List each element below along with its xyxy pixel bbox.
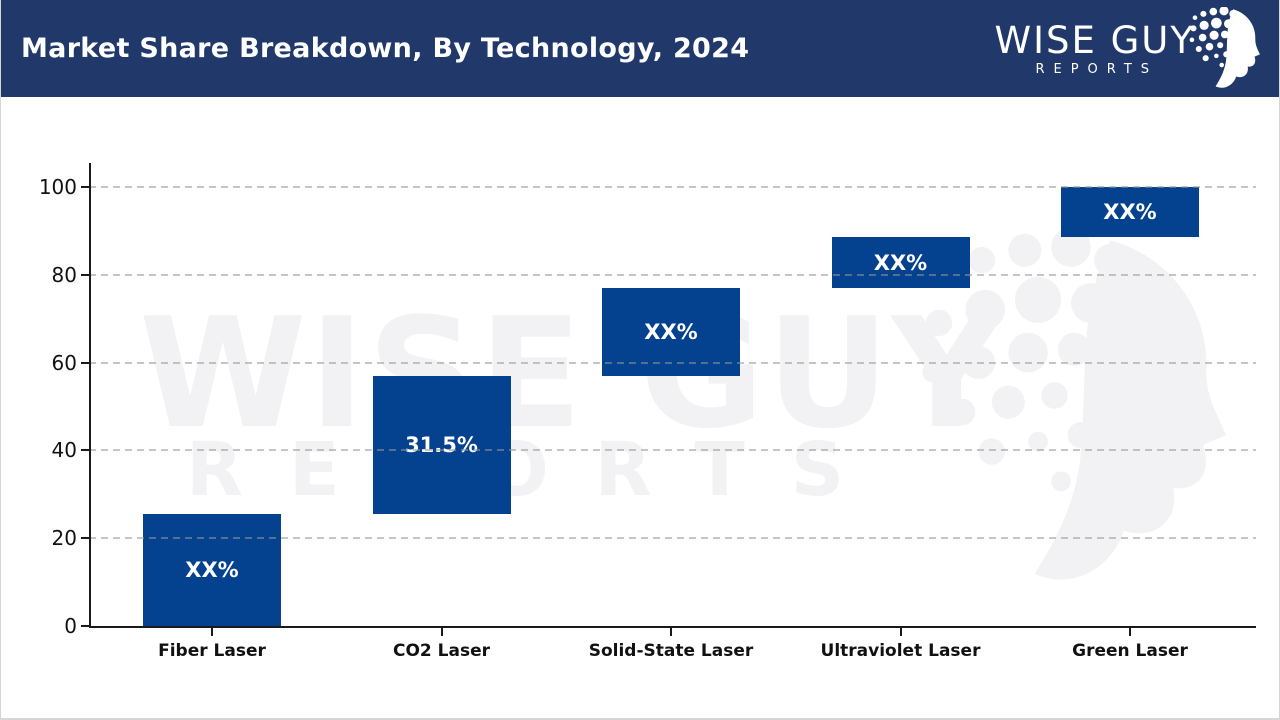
gridline-20 bbox=[89, 537, 1256, 540]
y-tick-mark-60 bbox=[81, 361, 89, 364]
bar-value-label-co2-laser: 31.5% bbox=[405, 432, 478, 457]
y-tick-mark-40 bbox=[81, 449, 89, 452]
y-tick-mark-80 bbox=[81, 273, 89, 276]
x-axis bbox=[89, 626, 1256, 628]
page-title: Market Share Breakdown, By Technology, 2… bbox=[21, 33, 750, 64]
y-tick-label-80: 80 bbox=[51, 262, 77, 287]
gridline-40 bbox=[89, 449, 1256, 452]
x-tick-mark-ultraviolet-laser bbox=[899, 628, 902, 636]
x-category-label-solid-state-laser: Solid-State Laser bbox=[588, 641, 754, 661]
bar-value-label-ultraviolet-laser: XX% bbox=[873, 250, 928, 275]
wiseguy-logo: WISE GUY REPORTS bbox=[995, 5, 1267, 91]
gridline-60 bbox=[89, 361, 1256, 364]
logo-wordmark-line2: REPORTS bbox=[1035, 61, 1159, 77]
bar-value-label-fiber-laser: XX% bbox=[185, 558, 239, 583]
y-tick-mark-100 bbox=[81, 186, 89, 188]
x-tick-mark-fiber-laser bbox=[211, 628, 213, 636]
wiseguy-face-icon bbox=[1181, 5, 1267, 91]
y-tick-label-100: 100 bbox=[38, 175, 77, 199]
y-tick-label-20: 20 bbox=[51, 526, 77, 551]
watermark-text-line1: WISE GUY bbox=[139, 285, 1004, 462]
bar-solid-state-laser: XX% bbox=[602, 287, 740, 376]
x-category-label-green-laser: Green Laser bbox=[1072, 641, 1188, 661]
gridline-80 bbox=[89, 273, 1256, 276]
bar-fiber-laser: XX% bbox=[143, 514, 281, 626]
header-banner: Market Share Breakdown, By Technology, 2… bbox=[1, 0, 1279, 97]
y-tick-label-0: 0 bbox=[64, 614, 77, 638]
y-tick-label-60: 60 bbox=[51, 350, 77, 375]
bar-value-label-green-laser: XX% bbox=[1103, 200, 1157, 225]
watermark-text-line2: REPORTS bbox=[186, 427, 891, 513]
bar-green-laser: XX% bbox=[1061, 187, 1199, 238]
gridline-100 bbox=[89, 186, 1256, 188]
chart-area: WISE GUY REPORTS 0 20 40 60 80 100 XX% Fiber La… bbox=[1, 97, 1279, 718]
bar-value-label-solid-state-laser: XX% bbox=[644, 319, 698, 344]
x-category-label-ultraviolet-laser: Ultraviolet Laser bbox=[820, 641, 981, 661]
bar-co2-laser: 31.5% bbox=[372, 375, 511, 515]
x-tick-mark-co2-laser bbox=[440, 628, 443, 636]
x-category-label-fiber-laser: Fiber Laser bbox=[158, 641, 266, 661]
logo-wordmark: WISE GUY REPORTS bbox=[995, 22, 1195, 76]
y-tick-mark-0 bbox=[81, 625, 89, 627]
y-tick-label-40: 40 bbox=[51, 438, 77, 463]
x-tick-mark-green-laser bbox=[1129, 628, 1131, 636]
logo-wordmark-line1: WISE GUY bbox=[994, 18, 1195, 62]
y-tick-mark-20 bbox=[81, 537, 89, 540]
x-tick-mark-solid-state-laser bbox=[670, 628, 672, 636]
y-axis bbox=[89, 163, 91, 628]
bar-ultraviolet-laser: XX% bbox=[831, 237, 970, 288]
x-category-label-co2-laser: CO2 Laser bbox=[392, 641, 490, 661]
